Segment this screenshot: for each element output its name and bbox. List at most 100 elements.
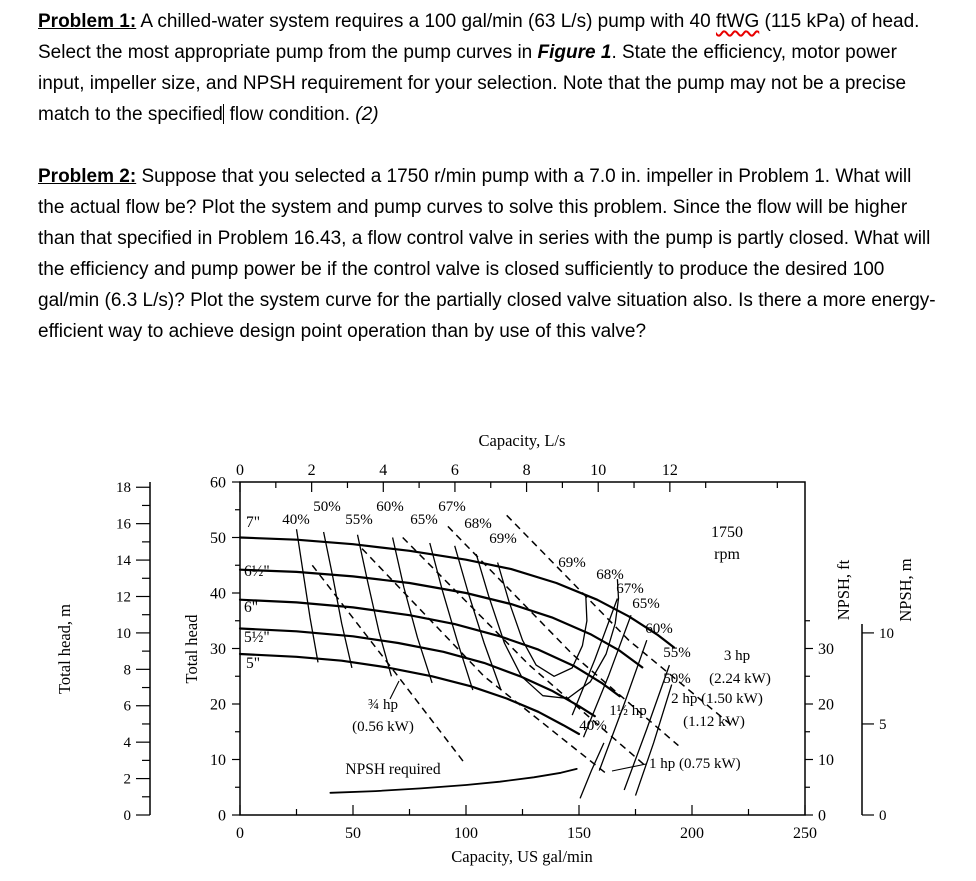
power-label: 1½ hp — [609, 703, 647, 719]
efficiency-label: 60% — [376, 499, 404, 515]
power-label: 3 hp — [724, 648, 750, 664]
head-m-tick-label: 12 — [116, 589, 131, 605]
x-axis-title: Capacity, US gal/min — [451, 847, 592, 866]
head-m-tick-label: 16 — [116, 517, 132, 533]
efficiency-label: 69% — [558, 555, 586, 571]
gal-tick-label: 200 — [680, 825, 704, 842]
power-label-leader — [611, 763, 647, 772]
head-ft-tick-label: 30 — [210, 641, 226, 658]
efficiency-label: 55% — [345, 512, 373, 528]
problem-2-text: Suppose that you selected a 1750 r/min p… — [38, 166, 936, 342]
head-m-tick-label: 2 — [124, 772, 132, 788]
text-cursor[interactable] — [222, 104, 225, 124]
ls-tick-label: 0 — [236, 462, 244, 479]
gal-tick-label: 100 — [454, 825, 478, 842]
efficiency-contour-right — [582, 614, 632, 738]
problem-1-paragraph: Problem 1: A chilled-water system requir… — [38, 6, 940, 130]
impeller-curve-2 — [238, 568, 644, 669]
power-label-leader — [389, 680, 400, 700]
head-m-tick-label: 6 — [124, 699, 132, 715]
spellcheck-word-ftwg: ftWG — [715, 11, 760, 32]
ls-tick-label: 8 — [523, 462, 531, 479]
npsh-ft-tick-label: 10 — [818, 752, 834, 769]
impeller-curve-1 — [238, 536, 676, 649]
power-label: (2.24 kW) — [709, 671, 771, 687]
npsh-ft-tick-label: 0 — [818, 808, 826, 825]
power-label: ¾ hp — [368, 697, 398, 713]
efficiency-label: 65% — [632, 596, 660, 612]
head-ft-tick-label: 60 — [210, 475, 226, 492]
head-ft-tick-label: 20 — [210, 697, 226, 714]
impeller-curve-5 — [238, 652, 581, 736]
efficiency-label: 67% — [438, 499, 466, 515]
ls-tick-label: 4 — [379, 462, 387, 479]
impeller-size-label: 7" — [246, 514, 260, 531]
ls-tick-label: 2 — [308, 462, 316, 479]
npsh-m-axis-title: NPSH, m — [896, 558, 915, 621]
efficiency-contour-left — [429, 542, 474, 691]
problem-2-heading: Problem 2: — [38, 166, 137, 187]
problem-1-text-4: flow condition. — [224, 104, 356, 125]
power-line — [311, 564, 467, 766]
head-ft-tick-label: 10 — [210, 752, 226, 769]
head-ft-tick-label: 50 — [210, 530, 226, 547]
npsh-required-curve — [329, 768, 578, 794]
efficiency-label: 40% — [282, 512, 310, 528]
ls-tick-label: 10 — [590, 462, 606, 479]
rpm-value-label: 1750 — [711, 524, 743, 541]
head-m-tick-label: 0 — [124, 808, 132, 824]
efficiency-contour-left — [295, 529, 319, 663]
efficiency-label: 69% — [489, 531, 517, 547]
efficiency-label: 67% — [616, 581, 644, 597]
impeller-size-label: 5" — [246, 655, 260, 672]
problem-1-text-1: A chilled-water system requires a 100 ga… — [136, 11, 716, 32]
impeller-size-label: 6½" — [244, 563, 270, 580]
head-m-tick-label: 4 — [124, 735, 132, 751]
efficiency-label: 40% — [579, 718, 607, 734]
problem-1-heading: Problem 1: — [38, 11, 137, 32]
impeller-size-label: 6" — [244, 599, 258, 616]
efficiency-label: 50% — [313, 499, 341, 515]
gal-tick-label: 0 — [236, 825, 244, 842]
head-m-tick-label: 10 — [116, 626, 131, 642]
problem-2-paragraph: Problem 2: Suppose that you selected a 1… — [38, 161, 940, 347]
npsh-ft-tick-label: 30 — [818, 641, 834, 658]
head-m-tick-label: 14 — [116, 553, 132, 569]
head-m-tick-label: 8 — [124, 662, 132, 678]
efficiency-label: 55% — [663, 645, 691, 661]
head-m-tick-label: 18 — [116, 480, 131, 496]
gal-tick-label: 150 — [567, 825, 591, 842]
head-ft-tick-label: 0 — [218, 808, 226, 825]
efficiency-contour-left — [356, 534, 393, 677]
power-line — [361, 548, 607, 774]
total-head-m-axis-title: Total head, m — [55, 604, 74, 694]
rpm-unit-label: rpm — [714, 546, 740, 563]
efficiency-label: 65% — [410, 512, 438, 528]
efficiency-contour-left — [454, 545, 502, 691]
top-axis-title: Capacity, L/s — [479, 431, 566, 450]
power-line — [402, 536, 645, 766]
power-label: 2 hp (1.50 kW) — [671, 691, 763, 707]
efficiency-label: 50% — [663, 671, 691, 687]
efficiency-contour-right — [579, 742, 605, 799]
gal-tick-label: 50 — [345, 825, 361, 842]
impeller-size-label: 5½" — [244, 629, 270, 646]
npsh-ft-axis-title: NPSH, ft — [834, 559, 853, 620]
problem-1-text-2: (115 kPa) of head. Select the most appro… — [38, 11, 920, 63]
problem-1-text-3: . State the efficiency, motor power inpu… — [38, 42, 907, 125]
efficiency-label: 60% — [645, 621, 673, 637]
head-ft-tick-label: 40 — [210, 586, 226, 603]
problem-1-marks: (2) — [355, 104, 379, 125]
npsh-required-label: NPSH required — [345, 761, 440, 778]
efficiency-contour-right — [623, 664, 671, 791]
power-label: 1 hp (0.75 kW) — [649, 756, 741, 772]
power-label: (1.12 kW) — [683, 714, 745, 730]
power-label: (0.56 kW) — [352, 719, 414, 735]
efficiency-contour-left — [322, 531, 353, 669]
figure-1-reference: Figure 1 — [537, 42, 612, 63]
efficiency-contour-right — [634, 684, 673, 796]
document-body: Problem 1: A chilled-water system requir… — [38, 6, 940, 378]
power-line — [506, 514, 734, 727]
efficiency-contour-loop — [496, 562, 588, 677]
